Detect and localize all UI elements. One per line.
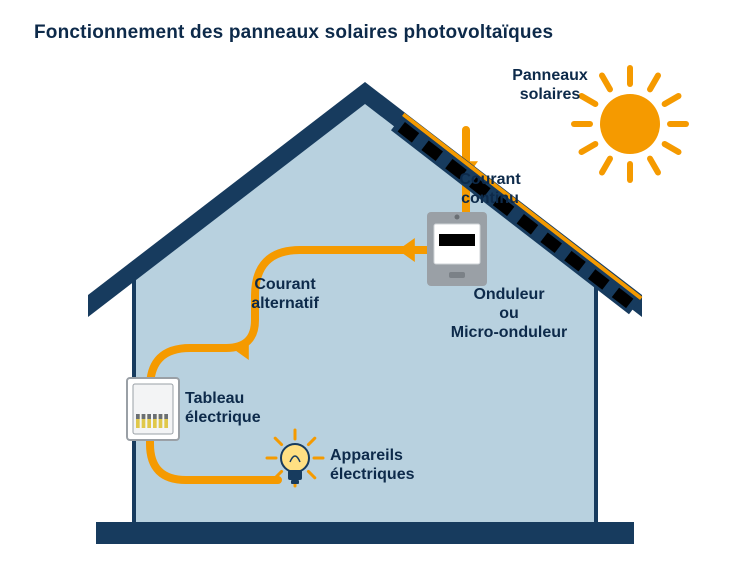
lightbulb-icon [267,430,323,486]
label-dc: Courant continu [425,170,555,208]
ground-bar [96,522,634,544]
label-inverter: Onduleur ou Micro-onduleur [419,285,599,343]
label-solar: Panneaux solaires [480,66,620,104]
label-appliance: Appareils électriques [330,446,490,484]
label-breaker: Tableau électrique [185,389,325,427]
diagram-canvas [0,0,730,570]
inverter-icon [427,212,487,286]
breaker-box-icon [127,378,179,440]
label-ac: Courant alternatif [210,275,360,313]
